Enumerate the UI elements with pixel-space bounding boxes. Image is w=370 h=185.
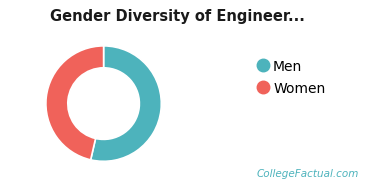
Wedge shape (91, 46, 161, 161)
Text: Gender Diversity of Engineer...: Gender Diversity of Engineer... (50, 9, 305, 24)
Text: 53.4%: 53.4% (107, 106, 138, 115)
Text: CollegeFactual.com: CollegeFactual.com (256, 169, 359, 179)
Wedge shape (46, 46, 104, 160)
Text: 46.: 46. (75, 92, 91, 101)
Legend: Men, Women: Men, Women (255, 55, 330, 100)
